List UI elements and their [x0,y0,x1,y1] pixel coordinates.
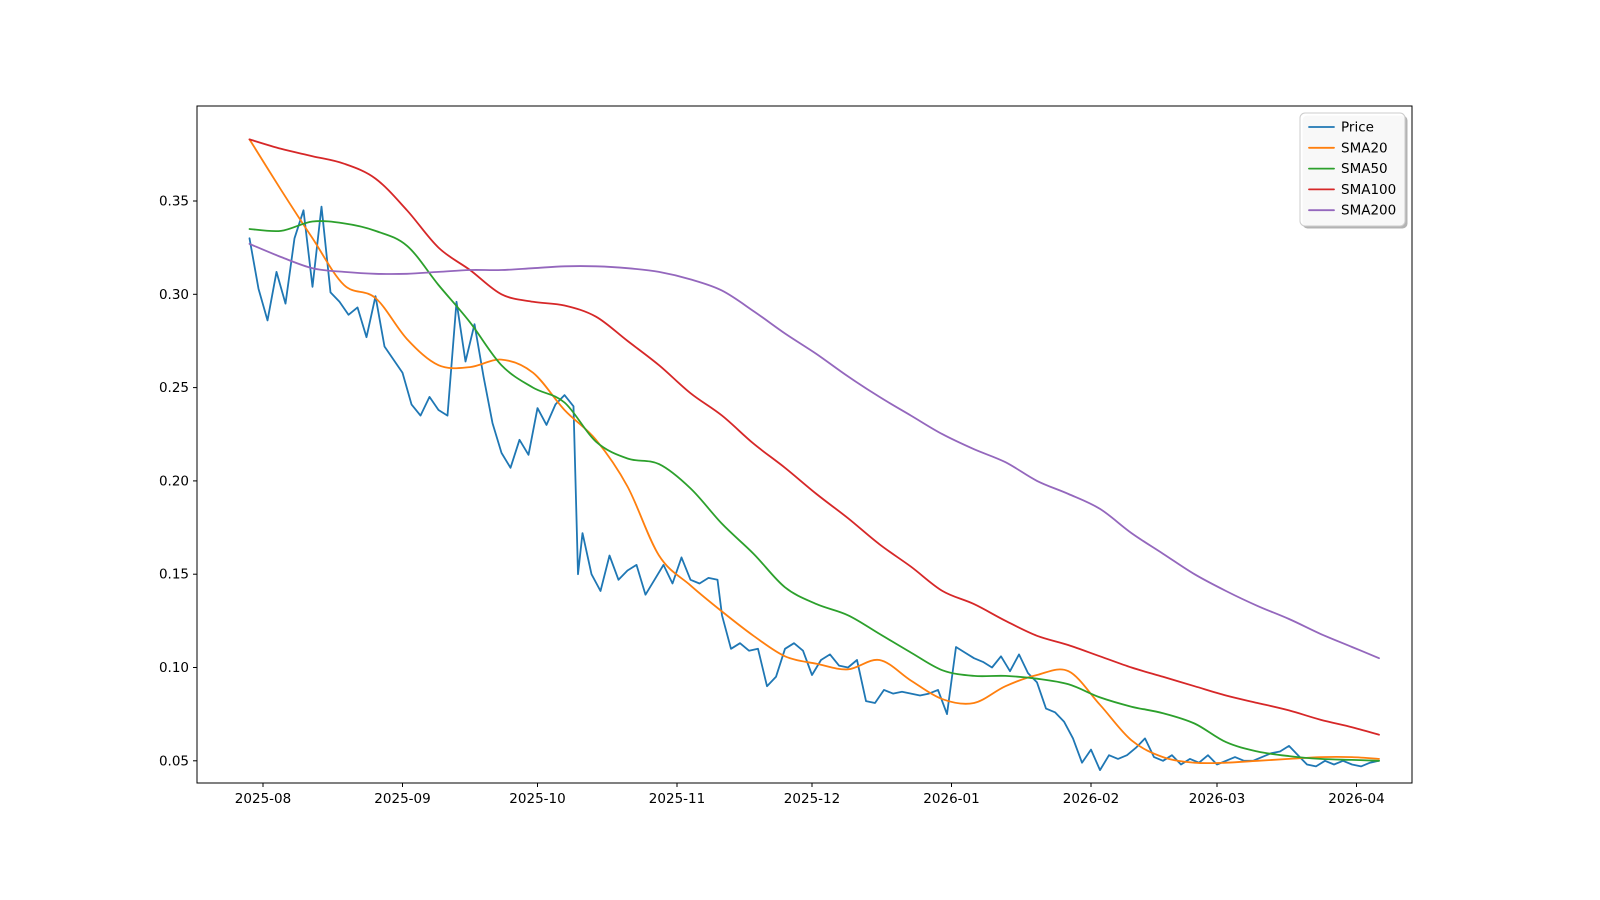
legend-item-price: Price [1308,120,1374,136]
legend-label: SMA50 [1341,161,1388,177]
sma50-line [248,220,1380,762]
legend-label: Price [1341,120,1374,136]
x-tick-label: 2025-10 [509,791,565,807]
legend-label: SMA200 [1341,203,1396,219]
legend-label: SMA100 [1341,182,1396,198]
y-tick-label: 0.05 [159,753,189,769]
legend-item-sma50: SMA50 [1308,161,1388,177]
plot-frame [196,105,1413,784]
x-tick-label: 2025-08 [235,791,291,807]
y-tick-label: 0.15 [159,567,189,583]
legend-frame [1299,112,1406,227]
x-tick-label: 2025-11 [649,791,705,807]
x-tick-label: 2026-04 [1328,791,1384,807]
y-tick-label: 0.35 [159,194,189,210]
y-tick-label: 0.30 [159,287,189,303]
legend-item-sma20: SMA20 [1308,140,1388,156]
legend: Price SMA20 SMA50 SMA100 SMA200 [1299,112,1408,229]
price-line [248,205,1380,771]
x-tick-label: 2026-01 [923,791,979,807]
sma20-line [248,138,1380,765]
legend-item-sma200: SMA200 [1308,203,1396,219]
x-tick-label: 2025-12 [784,791,840,807]
y-tick-label: 0.25 [159,380,189,396]
y-tick-label: 0.20 [159,473,189,489]
x-tick-label: 2026-03 [1189,791,1245,807]
sma200-line [248,243,1380,660]
legend-label: SMA20 [1341,140,1388,156]
y-tick-label: 0.10 [159,660,189,676]
x-tick-label: 2025-09 [374,791,430,807]
legend-item-sma100: SMA100 [1308,182,1396,198]
sma100-line [248,138,1380,736]
x-tick-label: 2026-02 [1063,791,1119,807]
